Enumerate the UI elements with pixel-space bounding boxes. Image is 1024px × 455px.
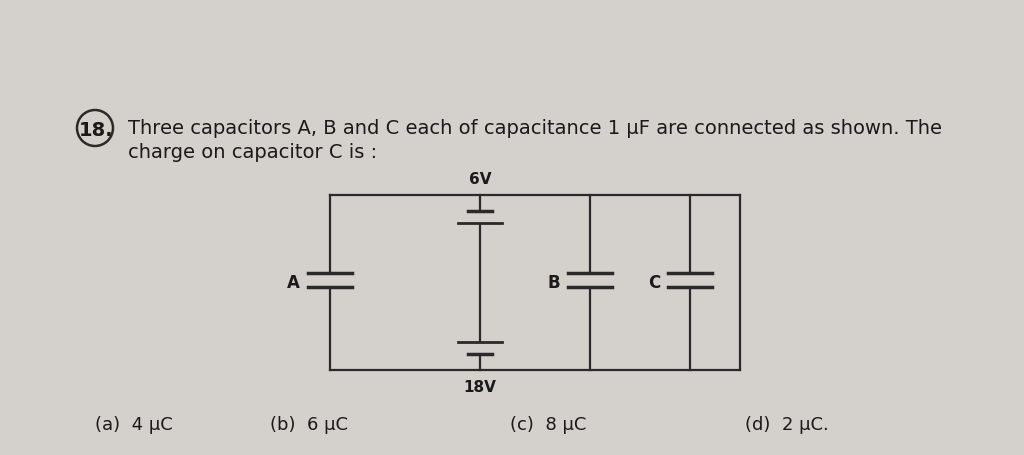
Text: 18.: 18. <box>79 121 114 140</box>
Text: (c)  8 μC: (c) 8 μC <box>510 416 587 434</box>
Text: 6V: 6V <box>469 172 492 187</box>
Text: B: B <box>548 274 560 292</box>
Text: 18V: 18V <box>464 380 497 395</box>
Text: C: C <box>648 274 660 292</box>
Text: (a)  4 μC: (a) 4 μC <box>95 416 173 434</box>
Text: (d)  2 μC.: (d) 2 μC. <box>745 416 828 434</box>
Text: (b)  6 μC: (b) 6 μC <box>270 416 348 434</box>
Text: A: A <box>287 274 300 292</box>
Text: charge on capacitor C is :: charge on capacitor C is : <box>128 143 377 162</box>
Text: Three capacitors A, B and C each of capacitance 1 μF are connected as shown. The: Three capacitors A, B and C each of capa… <box>128 118 942 137</box>
